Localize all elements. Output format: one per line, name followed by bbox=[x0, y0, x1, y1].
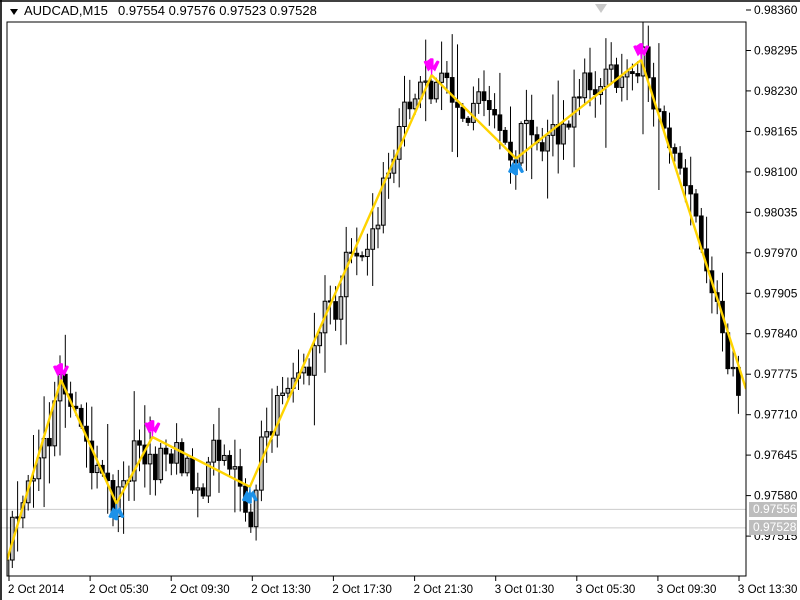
svg-text:3 Oct 05:30: 3 Oct 05:30 bbox=[576, 584, 635, 596]
svg-text:3 Oct 01:30: 3 Oct 01:30 bbox=[495, 584, 554, 596]
svg-text:0.97775: 0.97775 bbox=[754, 367, 798, 381]
svg-text:0.98100: 0.98100 bbox=[754, 165, 798, 179]
svg-text:2 Oct 21:30: 2 Oct 21:30 bbox=[414, 584, 473, 596]
svg-text:0.97645: 0.97645 bbox=[754, 448, 798, 462]
svg-text:2 Oct 17:30: 2 Oct 17:30 bbox=[332, 584, 391, 596]
svg-text:0.97970: 0.97970 bbox=[754, 246, 798, 260]
svg-text:3 Oct 09:30: 3 Oct 09:30 bbox=[657, 584, 716, 596]
svg-text:AUDCAD,M15: AUDCAD,M15 bbox=[24, 3, 108, 18]
svg-text:0.97528: 0.97528 bbox=[753, 520, 797, 534]
svg-text:2 Oct 13:30: 2 Oct 13:30 bbox=[251, 584, 310, 596]
svg-text:0.97905: 0.97905 bbox=[754, 286, 798, 300]
svg-text:2 Oct 2014: 2 Oct 2014 bbox=[8, 584, 65, 596]
svg-text:2 Oct 09:30: 2 Oct 09:30 bbox=[170, 584, 229, 596]
svg-text:2 Oct 05:30: 2 Oct 05:30 bbox=[89, 584, 148, 596]
svg-text:0.97556: 0.97556 bbox=[753, 502, 797, 516]
svg-text:0.97580: 0.97580 bbox=[754, 489, 798, 503]
svg-text:0.98165: 0.98165 bbox=[754, 124, 798, 138]
svg-text:3 Oct 13:30: 3 Oct 13:30 bbox=[738, 584, 797, 596]
svg-text:0.98295: 0.98295 bbox=[754, 44, 798, 58]
svg-text:0.97554 0.97576 0.97523 0.9752: 0.97554 0.97576 0.97523 0.97528 bbox=[118, 3, 317, 18]
svg-text:0.98230: 0.98230 bbox=[754, 84, 798, 98]
svg-text:0.98360: 0.98360 bbox=[754, 3, 798, 17]
svg-text:0.97840: 0.97840 bbox=[754, 327, 798, 341]
svg-text:0.98035: 0.98035 bbox=[754, 205, 798, 219]
svg-text:0.97710: 0.97710 bbox=[754, 408, 798, 422]
